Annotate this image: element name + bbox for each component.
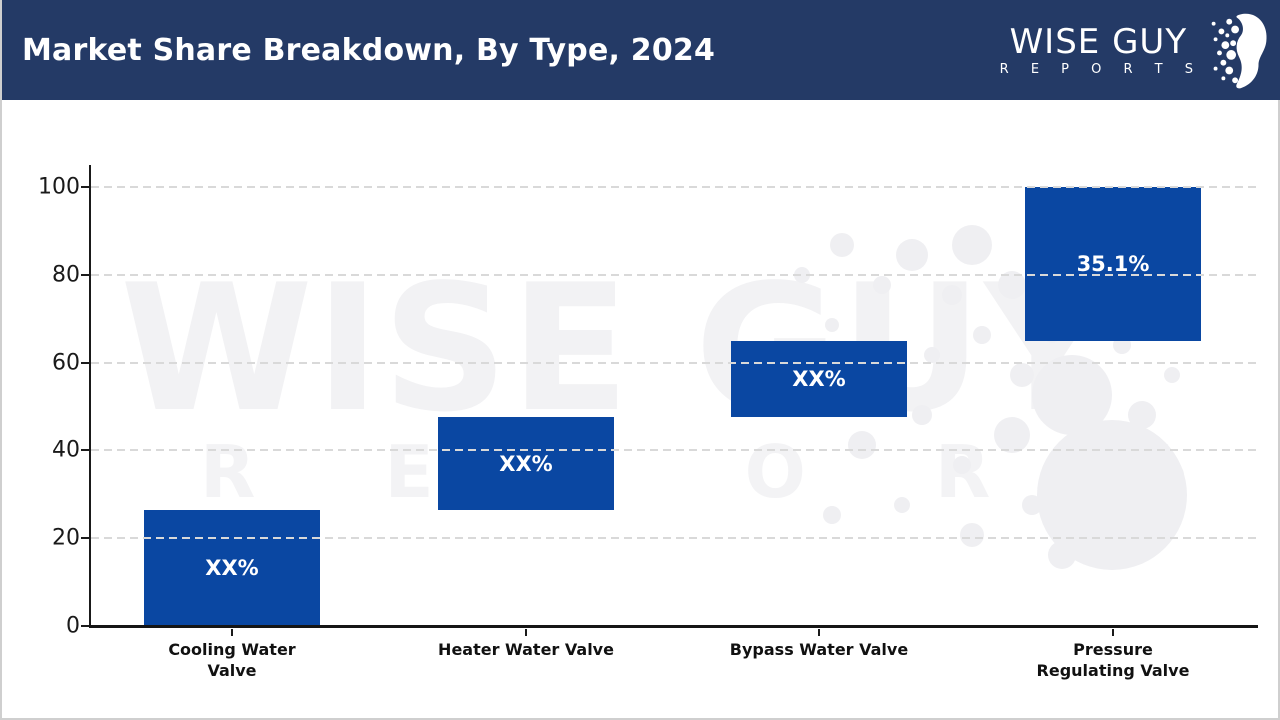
x-category-label-2: Heater Water Valve [438,640,614,659]
y-tick-label-60: 60 [52,350,80,376]
y-tick-mark-0 [81,625,90,627]
y-tick-label-80: 80 [52,262,80,288]
bar-value-label: XX% [499,451,553,476]
bar-bypass-water-valve: XX% [731,341,907,418]
logo-face-icon [1211,13,1267,89]
gridline-80 [91,273,1258,276]
bar-pressure-regulating-valve: 35.1% [1025,187,1201,342]
x-tick-mark-2 [525,629,527,636]
x-category-label-4: Pressure Regulating Valve [1036,640,1190,680]
bar-cooling-water-valve: XX% [144,509,320,626]
bar-value-label: XX% [792,367,846,392]
wise-guy-reports-logo: WISE GUY R E P O R T S [995,10,1270,92]
y-tick-mark-40 [81,449,90,452]
bar-value-label: XX% [205,555,259,580]
y-tick-mark-60 [81,361,90,364]
header-bar: Market Share Breakdown, By Type, 2024 WI… [2,0,1280,100]
gridline-60 [91,361,1258,364]
logo-name: WISE GUY [1009,21,1188,62]
y-tick-label-20: 20 [52,525,80,551]
y-tick-mark-20 [81,537,90,540]
x-tick-mark-1 [231,629,233,636]
x-axis-line [89,625,1258,628]
bar-heater-water-valve: XX% [438,417,614,510]
gridline-100 [91,186,1258,188]
y-tick-label-100: 100 [38,174,80,200]
x-category-label-3: Bypass Water Valve [729,640,909,659]
gridline-20 [91,537,1258,540]
page-title: Market Share Breakdown, By Type, 2024 [22,32,716,68]
x-tick-mark-4 [1112,629,1114,636]
y-axis-line [89,165,91,628]
x-category-label-1: Cooling Water Valve [168,640,296,680]
logo-tagline: R E P O R T S [999,62,1202,78]
bar-value-label: 35.1% [1076,252,1150,277]
y-tick-mark-80 [81,273,90,276]
y-tick-label-0: 0 [66,613,80,639]
y-tick-mark-100 [81,186,90,188]
y-tick-label-40: 40 [52,437,80,463]
x-tick-mark-3 [818,629,820,636]
logo-text: WISE GUY R E P O R T S [995,21,1202,78]
gridline-40 [91,449,1258,452]
